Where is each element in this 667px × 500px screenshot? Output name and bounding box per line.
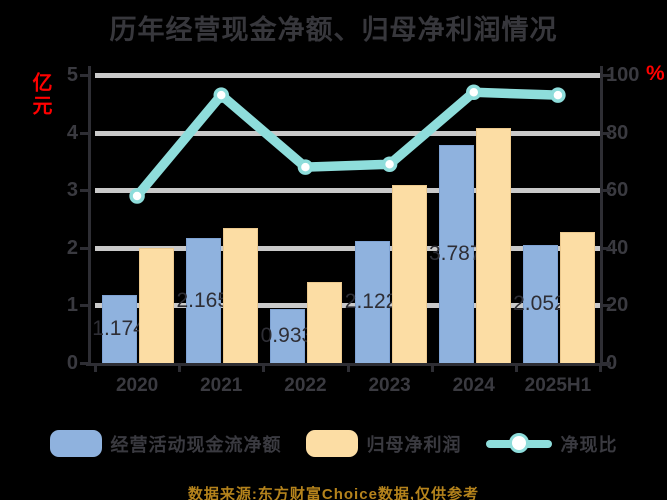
legend-item-cash-ratio: 净现比 [485,430,618,457]
bar-net-profit [391,185,427,365]
left-axis-unit: 亿元 [29,72,51,118]
legend-label: 归母净利润 [366,434,462,455]
left-axis-tick [80,74,88,77]
bar-data-label: 2.052 [513,291,566,315]
right-axis-tick [603,189,611,193]
bar-operating-cash-flow [354,240,390,365]
legend-label: 经营活动现金流净额 [110,434,282,455]
bar-data-label: 0.933 [260,324,314,348]
legend-label: 净现比 [560,434,618,455]
left-axis-tick [80,304,88,308]
x-axis-tick [599,363,602,372]
left-axis-tick [80,131,88,135]
x-axis-category-label: 2021 [200,375,243,396]
bar-net-profit [475,127,511,365]
left-axis-tick-label: 5 [66,64,78,86]
legend-swatch-line [485,430,552,457]
gridline [95,245,600,251]
bar-net-profit [139,247,175,365]
gridline [95,188,600,194]
x-axis-category-label: 2025H1 [524,375,592,396]
right-axis-tick [603,131,611,135]
line-marker-icon [381,156,398,173]
line-marker-icon [466,84,482,101]
right-axis-tick-label: 0 [606,352,618,374]
bar-operating-cash-flow [186,238,222,365]
right-axis-tick [603,74,611,77]
legend-line-marker-icon [508,433,529,453]
x-axis-tick [262,363,266,372]
left-axis-tick-label: 2 [66,236,78,259]
x-axis-tick [430,363,434,372]
right-axis-tick [603,362,611,365]
left-axis-tick-label: 0 [66,352,78,374]
right-axis-tick [603,304,611,308]
x-axis-tick [94,363,97,372]
x-axis-category-label: 2020 [115,375,159,396]
left-axis-tick [80,246,88,250]
bar-operating-cash-flow [522,244,558,365]
legend-swatch-yellow-bar [305,430,358,457]
legend-item-net-profit: 归母净利润 [305,430,462,457]
right-axis-unit: % [646,62,665,85]
left-axis-line [88,66,91,366]
right-axis-tick-label: 40 [606,236,629,259]
bar-net-profit [223,227,259,365]
x-axis-tick [178,363,182,372]
gridline [95,73,600,78]
chart-title: 历年经营现金净额、归母净利润情况 [109,15,558,45]
bar-net-profit [307,282,343,365]
right-axis-tick [603,246,611,250]
gridline [95,303,600,309]
x-axis-tick [514,363,518,372]
legend: 经营活动现金流净额 归母净利润 净现比 [0,430,667,457]
right-axis-tick-label: 80 [606,121,629,144]
bar-data-label: 2.122 [344,289,398,313]
left-axis-tick-label: 1 [66,294,78,317]
right-axis-tick-label: 60 [606,179,629,202]
x-axis-category-label: 2023 [368,375,411,396]
right-axis-tick-label: 100 [606,64,640,86]
x-axis-category-label: 2024 [452,375,495,396]
bar-data-label: 3.787 [428,241,482,265]
line-marker-icon [213,87,229,103]
left-axis-tick-label: 4 [66,121,78,144]
legend-item-operating-cash-flow: 经营活动现金流净额 [49,430,282,457]
left-axis-tick-label: 3 [66,179,78,202]
line-marker-icon [550,87,566,103]
legend-swatch-blue-bar [49,430,102,457]
x-axis-category-label: 2022 [284,375,327,396]
bar-data-label: 1.174 [92,317,145,341]
right-axis-tick-label: 20 [606,294,629,317]
x-axis-tick [346,363,350,372]
left-axis-tick [80,362,88,365]
bar-data-label: 2.165 [176,288,230,312]
line-marker-icon [297,159,314,175]
bar-net-profit [559,232,595,365]
data-source-caption: 数据来源:东方财富Choice数据,仅供参考 [187,486,480,500]
left-axis-tick [80,189,88,193]
gridline [95,130,600,136]
right-axis-line [600,66,603,366]
